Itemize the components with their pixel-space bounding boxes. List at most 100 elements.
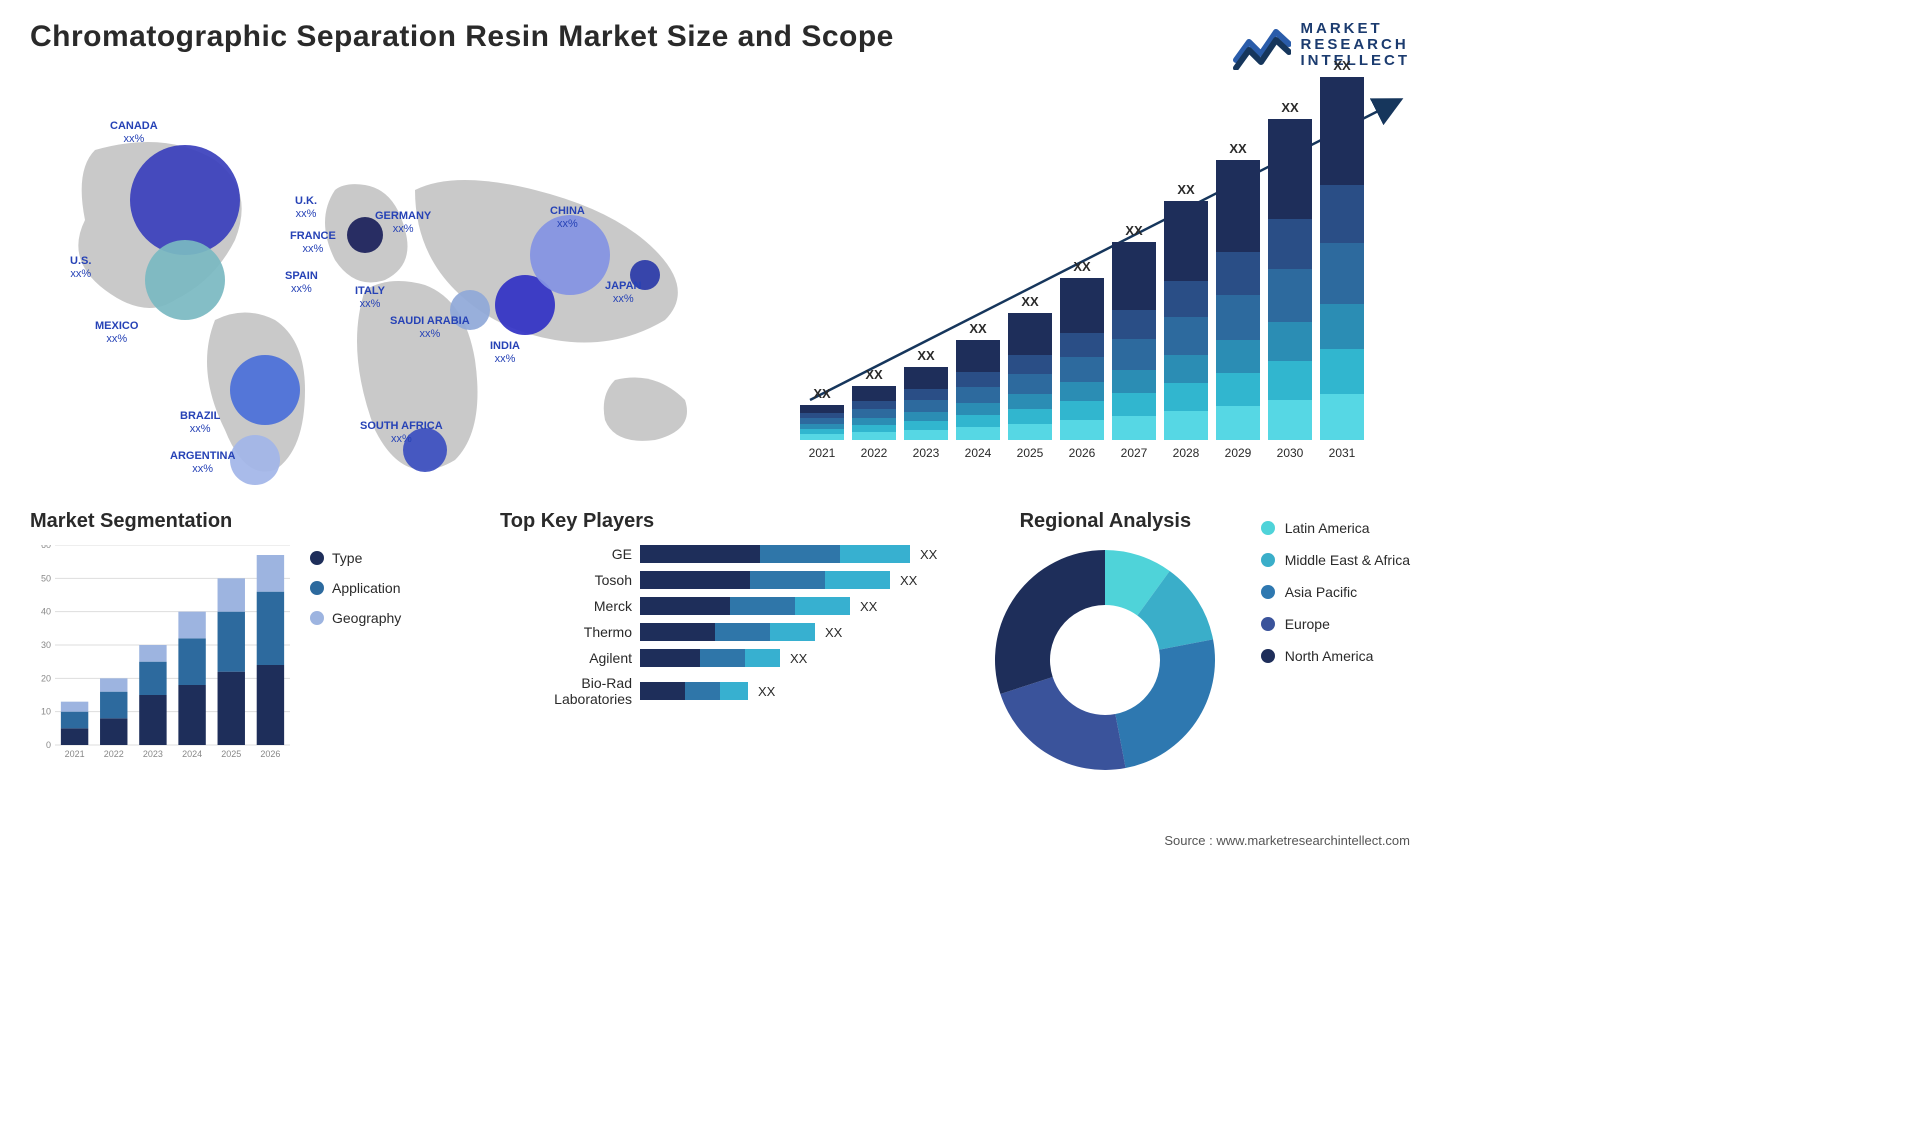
growth-bar-segment (1008, 409, 1052, 424)
seg-bar-segment (139, 662, 166, 695)
map-label-saudi-arabia: SAUDI ARABIAxx% (390, 315, 470, 341)
growth-bar-segment (1216, 295, 1260, 340)
growth-bar-segment (800, 434, 844, 440)
player-name: Merck (500, 598, 640, 614)
seg-bar-segment (100, 678, 127, 691)
player-row: ThermoXX (500, 623, 940, 641)
svg-text:40: 40 (41, 607, 51, 617)
growth-bar-segment (852, 425, 896, 432)
legend-label: Europe (1285, 616, 1330, 632)
map-label-italy: ITALYxx% (355, 285, 385, 311)
growth-bar-2023: XX 2023 (904, 348, 948, 460)
svg-text:20: 20 (41, 673, 51, 683)
segmentation-panel: Market Segmentation 01020304050602021202… (30, 510, 470, 775)
player-bar (640, 597, 850, 615)
legend-label: Type (332, 550, 362, 566)
seg-bar-segment (257, 592, 284, 665)
growth-bar-segment (1320, 394, 1364, 440)
logo-text-2: RESEARCH (1301, 37, 1411, 53)
growth-bar-segment (1060, 357, 1104, 382)
growth-bar-value: XX (1073, 259, 1090, 274)
regional-panel: Regional Analysis Latin AmericaMiddle Ea… (970, 510, 1410, 775)
map-highlight (230, 355, 300, 425)
regional-legend: Latin AmericaMiddle East & AfricaAsia Pa… (1261, 520, 1410, 664)
svg-text:2021: 2021 (65, 749, 85, 759)
growth-bar-2026: XX2026 (1060, 259, 1104, 460)
growth-bar-segment (1268, 361, 1312, 400)
world-map-panel: CANADAxx%U.S.xx%MEXICOxx%BRAZILxx%ARGENT… (30, 90, 760, 490)
player-bar-segment (715, 623, 770, 641)
regional-title: Regional Analysis (970, 510, 1241, 533)
legend-swatch (1261, 617, 1275, 631)
players-panel: Top Key Players GEXXTosohXXMerckXXThermo… (500, 510, 940, 775)
growth-bar-segment (1320, 243, 1364, 304)
seg-bar-segment (61, 712, 88, 729)
player-value: XX (920, 547, 937, 562)
growth-bar-2022: XX2022 (852, 367, 896, 460)
seg-bar-segment (218, 578, 245, 611)
svg-text:2025: 2025 (221, 749, 241, 759)
player-bar-segment (840, 545, 910, 563)
growth-bar-segment (1060, 382, 1104, 401)
donut-slice (995, 550, 1105, 694)
growth-bar-segment (1112, 242, 1156, 310)
player-name: Bio-Rad Laboratories (500, 675, 640, 707)
map-label-india: INDIAxx% (490, 340, 520, 366)
growth-bar-year: 2023 (913, 446, 940, 460)
player-bar-segment (795, 597, 850, 615)
growth-bar-2021: XX2021 (800, 386, 844, 460)
source-label: Source : www.marketresearchintellect.com (1164, 833, 1410, 848)
player-value: XX (825, 625, 842, 640)
growth-bar-segment (956, 340, 1000, 372)
legend-label: Application (332, 580, 401, 596)
growth-bar-value: XX (917, 348, 934, 363)
svg-text:2022: 2022 (104, 749, 124, 759)
legend-label: Latin America (1285, 520, 1370, 536)
logo-text-1: MARKET (1301, 21, 1411, 37)
map-highlight (230, 435, 280, 485)
growth-bar-segment (904, 430, 948, 440)
seg-legend-item: Application (310, 580, 401, 596)
player-bar-segment (640, 649, 700, 667)
seg-bar-segment (257, 555, 284, 592)
growth-bar-value: XX (969, 321, 986, 336)
map-label-argentina: ARGENTINAxx% (170, 450, 235, 476)
player-bar-segment (700, 649, 745, 667)
legend-swatch (310, 581, 324, 595)
player-row: GEXX (500, 545, 940, 563)
growth-bar-2025: XX2025 (1008, 294, 1052, 460)
player-bar (640, 649, 780, 667)
growth-bar-segment (1112, 416, 1156, 440)
growth-bar-segment (956, 415, 1000, 427)
seg-bar-segment (139, 695, 166, 745)
growth-bar-segment (1164, 383, 1208, 411)
growth-bar-segment (1112, 393, 1156, 416)
growth-bar-value: XX (1333, 58, 1350, 73)
growth-bar-segment (1112, 370, 1156, 393)
growth-bar-segment (1060, 278, 1104, 333)
growth-chart-panel: XX2021XX2022XX2023XX2024XX2025XX2026XX20… (790, 90, 1410, 490)
player-bar-segment (685, 682, 720, 700)
growth-bar-segment (1268, 269, 1312, 322)
player-bar-segment (640, 623, 715, 641)
growth-bar-value: XX (1177, 182, 1194, 197)
growth-bar-segment (852, 418, 896, 425)
player-name: Tosoh (500, 572, 640, 588)
growth-bar-2028: XX2028 (1164, 182, 1208, 460)
player-row: TosohXX (500, 571, 940, 589)
legend-swatch (310, 551, 324, 565)
seg-bar-segment (61, 728, 88, 745)
region-legend-item: North America (1261, 648, 1410, 664)
growth-bar-segment (1268, 219, 1312, 269)
seg-bar-segment (100, 718, 127, 745)
growth-bar-segment (1164, 201, 1208, 281)
player-bar-segment (640, 597, 730, 615)
player-bar-segment (770, 623, 815, 641)
regional-donut (990, 545, 1220, 775)
player-value: XX (790, 651, 807, 666)
map-label-china: CHINAxx% (550, 205, 585, 231)
map-label-japan: JAPANxx% (605, 280, 641, 306)
growth-bar-segment (1216, 373, 1260, 406)
growth-bar-year: 2030 (1277, 446, 1304, 460)
growth-bar-segment (956, 387, 1000, 403)
